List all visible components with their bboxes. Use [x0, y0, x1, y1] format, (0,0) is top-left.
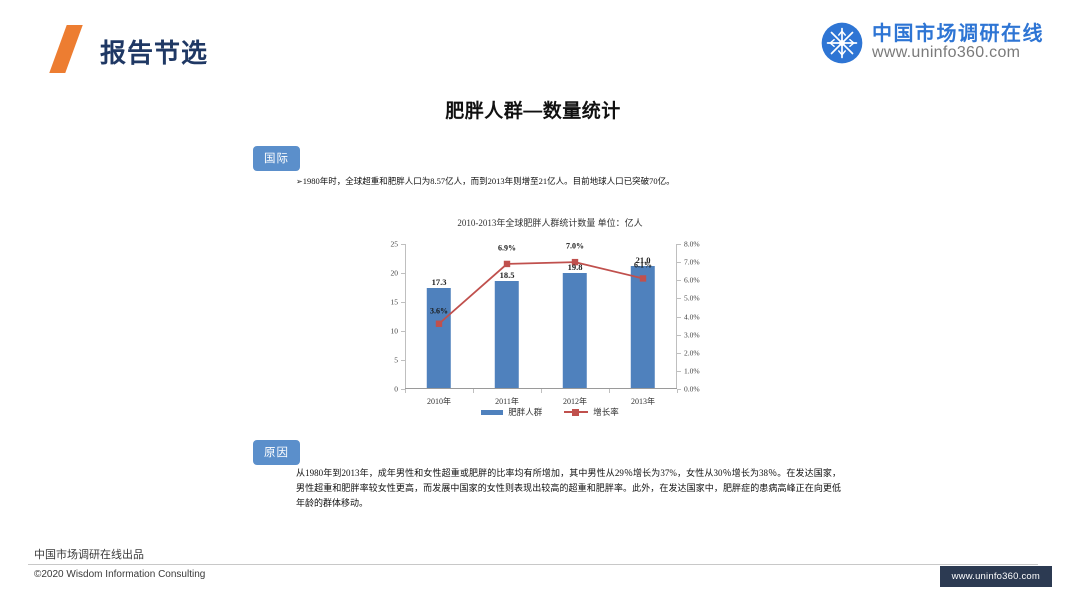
y-tick-right — [677, 334, 681, 336]
bar — [630, 266, 656, 388]
bar-value-label: 19.8 — [567, 262, 583, 273]
y-tick-left — [401, 331, 405, 332]
logo-url: www.uninfo360.com — [872, 44, 1021, 62]
bar — [494, 280, 520, 388]
bar-value-label: 17.3 — [431, 276, 447, 287]
legend-swatch-line-icon — [564, 408, 589, 416]
footer-company-line: 中国市场调研在线出品 — [34, 549, 144, 561]
international-text: 1980年时，全球超重和肥胖人口为8.57亿人，而到2013年则增至21亿人。目… — [302, 176, 675, 186]
logo-company-name: 中国市场调研在线 — [872, 23, 1044, 46]
y-tick-left — [401, 360, 405, 361]
y-tick-label-right: 6.0% — [684, 275, 700, 285]
orange-slash-icon — [49, 25, 83, 73]
line-value-label: 6.9% — [498, 243, 516, 253]
line-marker — [435, 320, 443, 327]
y-tick-right — [677, 244, 681, 245]
international-bullet-text: ➢1980年时，全球超重和肥胖人口为8.57亿人，而到2013年则增至21亿人。… — [296, 175, 896, 189]
x-tick — [609, 389, 610, 393]
x-tick — [473, 389, 474, 393]
y-tick-label-left: 20 — [390, 268, 399, 278]
x-tick-label: 2013年 — [631, 397, 655, 406]
x-tick — [541, 389, 542, 393]
y-tick-right — [677, 316, 681, 318]
line-marker — [571, 258, 579, 266]
legend-swatch-bar-icon — [481, 409, 504, 415]
bar — [426, 287, 452, 388]
x-tick — [677, 389, 678, 393]
growth-rate-line-series — [435, 258, 647, 327]
footer-divider — [28, 564, 1038, 565]
legend-label-line: 增长率 — [593, 407, 619, 417]
page-title: 肥胖人群—数量统计 — [445, 101, 621, 122]
cause-paragraph: 从1980年到2013年，成年男性和女性超重或肥胖的比率均有所增加，其中男性从2… — [296, 468, 841, 508]
y-tick-label-right: 2.0% — [684, 348, 700, 358]
chart-plot-area: 0 5 10 15 20 25 0.0% 1.0% 2.0% 3.0% 4.0% 5.0% 6.0% 7… — [391, 240, 700, 407]
chart-title: 2010-2013年全球肥胖人群统计数量 单位：亿人 — [457, 218, 643, 228]
legend-item-line: 增长率 — [564, 406, 619, 418]
y-tick-label-right: 3.0% — [684, 330, 700, 340]
header-title: 报告节选 — [100, 38, 209, 68]
bar — [562, 273, 588, 388]
x-tick-label: 2011年 — [495, 397, 519, 406]
logo-text-block: 中国市场调研在线 www.uninfo360.com — [872, 24, 1044, 62]
y-tick-label-right: 5.0% — [684, 293, 700, 303]
line-value-label: 6.1% — [634, 260, 652, 270]
y-tick-label-right: 1.0% — [684, 366, 700, 376]
y-tick-label-left: 15 — [390, 297, 399, 307]
y-tick-right — [677, 262, 681, 264]
y-tick-right — [677, 298, 681, 300]
y-tick-label-left: 5 — [394, 355, 398, 365]
bar-value-label: 18.5 — [499, 269, 515, 280]
legend-item-bar: 肥胖人群 — [481, 406, 542, 418]
bullet-marker-icon: ➢ — [296, 177, 303, 186]
chart-axes — [405, 244, 677, 389]
y-tick-left — [401, 302, 405, 303]
obesity-chart: 2010-2013年全球肥胖人群统计数量 单位：亿人 0 5 10 15 20 25 0.… — [365, 216, 735, 431]
y-tick-label-right: 0.0% — [684, 384, 700, 394]
y-axis-left — [405, 244, 406, 389]
slide-header: 报告节选 — [0, 0, 1066, 88]
x-tick-label: 2010年 — [427, 397, 451, 406]
growth-rate-line — [438, 261, 644, 325]
section-badge-cause: 原因 — [253, 440, 300, 465]
footer-url-badge: www.uninfo360.com — [939, 566, 1052, 587]
y-tick-label-right: 8.0% — [684, 239, 700, 249]
chart-legend: 肥胖人群 增长率 — [365, 406, 735, 418]
footer-copyright: ©2020 Wisdom Information Consulting — [34, 569, 206, 580]
x-tick-label: 2012年 — [563, 397, 587, 406]
bar-value-label: 21.0 — [635, 255, 651, 266]
x-tick — [405, 389, 406, 393]
line-marker — [503, 260, 511, 268]
y-tick-label-left: 10 — [390, 326, 399, 336]
brand-logo: 中国市场调研在线 www.uninfo360.com — [821, 22, 1044, 64]
y-tick-left — [401, 389, 405, 390]
y-tick-left — [401, 244, 405, 245]
y-tick-right — [677, 280, 681, 282]
y-tick-right — [677, 352, 681, 354]
y-tick-label-right: 4.0% — [684, 312, 700, 321]
line-value-label: 7.0% — [566, 241, 584, 251]
line-marker — [639, 275, 647, 282]
snowflake-emblem-icon — [821, 22, 863, 64]
y-axis-right — [676, 244, 677, 389]
y-tick-label-right: 7.0% — [684, 257, 700, 267]
y-tick-right — [677, 389, 681, 390]
legend-label-bar: 肥胖人群 — [508, 407, 543, 417]
y-tick-left — [401, 273, 405, 274]
section-badge-international: 国际 — [253, 146, 300, 171]
x-axis — [405, 388, 677, 389]
y-tick-label-left: 25 — [390, 239, 399, 249]
y-tick-label-left: 0 — [394, 384, 398, 394]
y-tick-right — [677, 370, 681, 372]
line-value-label: 3.6% — [430, 306, 448, 316]
